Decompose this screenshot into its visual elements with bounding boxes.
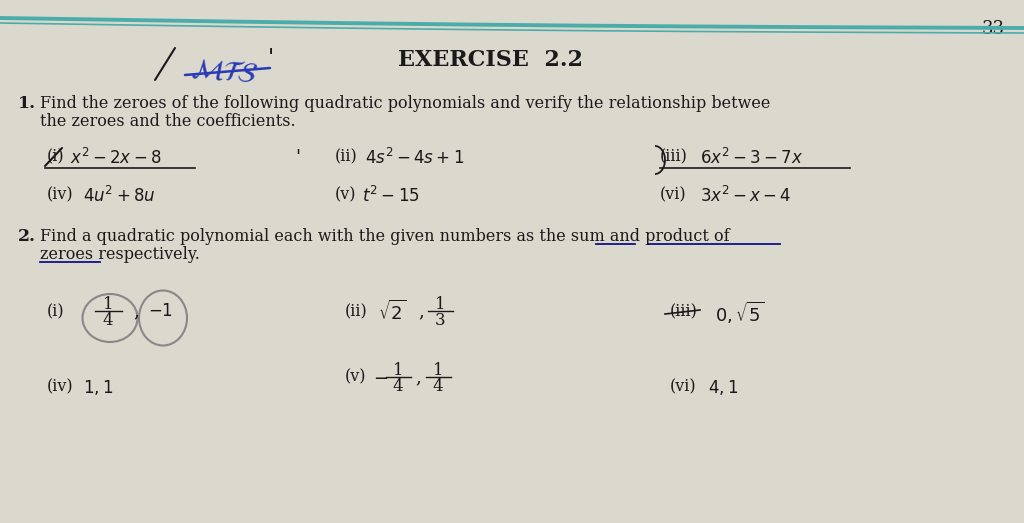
Text: the zeroes and the coefficients.: the zeroes and the coefficients.	[40, 113, 296, 130]
Text: 1.: 1.	[18, 95, 36, 112]
Text: (vi): (vi)	[670, 378, 696, 395]
Text: $\sqrt{2}$: $\sqrt{2}$	[378, 300, 407, 324]
Text: (iii): (iii)	[660, 148, 688, 165]
Text: Find a quadratic polynomial each with the given numbers as the sum and product o: Find a quadratic polynomial each with th…	[40, 228, 730, 245]
Text: ,: ,	[133, 302, 138, 320]
Text: $x^2-2x-8$: $x^2-2x-8$	[70, 148, 162, 168]
Text: 1: 1	[392, 362, 403, 379]
Text: (iii): (iii)	[670, 303, 698, 320]
Text: zeroes respectively.: zeroes respectively.	[40, 246, 200, 263]
Text: (vi): (vi)	[660, 186, 687, 203]
Text: EXERCISE  2.2: EXERCISE 2.2	[397, 49, 583, 71]
Text: 3: 3	[434, 312, 445, 329]
Text: $0, \sqrt{5}$: $0, \sqrt{5}$	[715, 300, 764, 326]
Text: $4s^2-4s+1$: $4s^2-4s+1$	[365, 148, 464, 168]
Text: 1: 1	[433, 362, 443, 379]
Text: $\mathcal{MTS}$: $\mathcal{MTS}$	[190, 55, 259, 89]
Text: (ii): (ii)	[345, 303, 368, 320]
Text: (v): (v)	[335, 186, 356, 203]
Text: 2.: 2.	[18, 228, 36, 245]
Text: ,: ,	[415, 368, 421, 386]
Text: $-$: $-$	[373, 368, 388, 386]
Text: (i): (i)	[47, 148, 65, 165]
Text: $-1$: $-1$	[148, 302, 173, 320]
Text: ': '	[268, 48, 274, 68]
Text: 4: 4	[392, 378, 403, 395]
Text: $1, 1$: $1, 1$	[83, 378, 114, 397]
Text: (v): (v)	[345, 368, 367, 385]
Text: (iv): (iv)	[47, 186, 74, 203]
Text: 4: 4	[102, 312, 114, 329]
Text: $4u^2+8u$: $4u^2+8u$	[83, 186, 156, 206]
Text: (ii): (ii)	[335, 148, 357, 165]
Text: 1: 1	[434, 296, 445, 313]
Text: Find the zeroes of the following quadratic polynomials and verify the relationsh: Find the zeroes of the following quadrat…	[40, 95, 770, 112]
Text: $6x^2-3-7x$: $6x^2-3-7x$	[700, 148, 803, 168]
Text: (iv): (iv)	[47, 378, 74, 395]
Text: (i): (i)	[47, 303, 65, 320]
Text: $3x^2-x-4$: $3x^2-x-4$	[700, 186, 792, 206]
Text: $4, 1$: $4, 1$	[708, 378, 738, 397]
Text: ,: ,	[418, 302, 424, 320]
Text: 1: 1	[102, 296, 114, 313]
Text: $t^2-15$: $t^2-15$	[362, 186, 420, 206]
Text: 33: 33	[982, 20, 1005, 38]
Text: ': '	[295, 148, 300, 166]
Text: 4: 4	[433, 378, 443, 395]
